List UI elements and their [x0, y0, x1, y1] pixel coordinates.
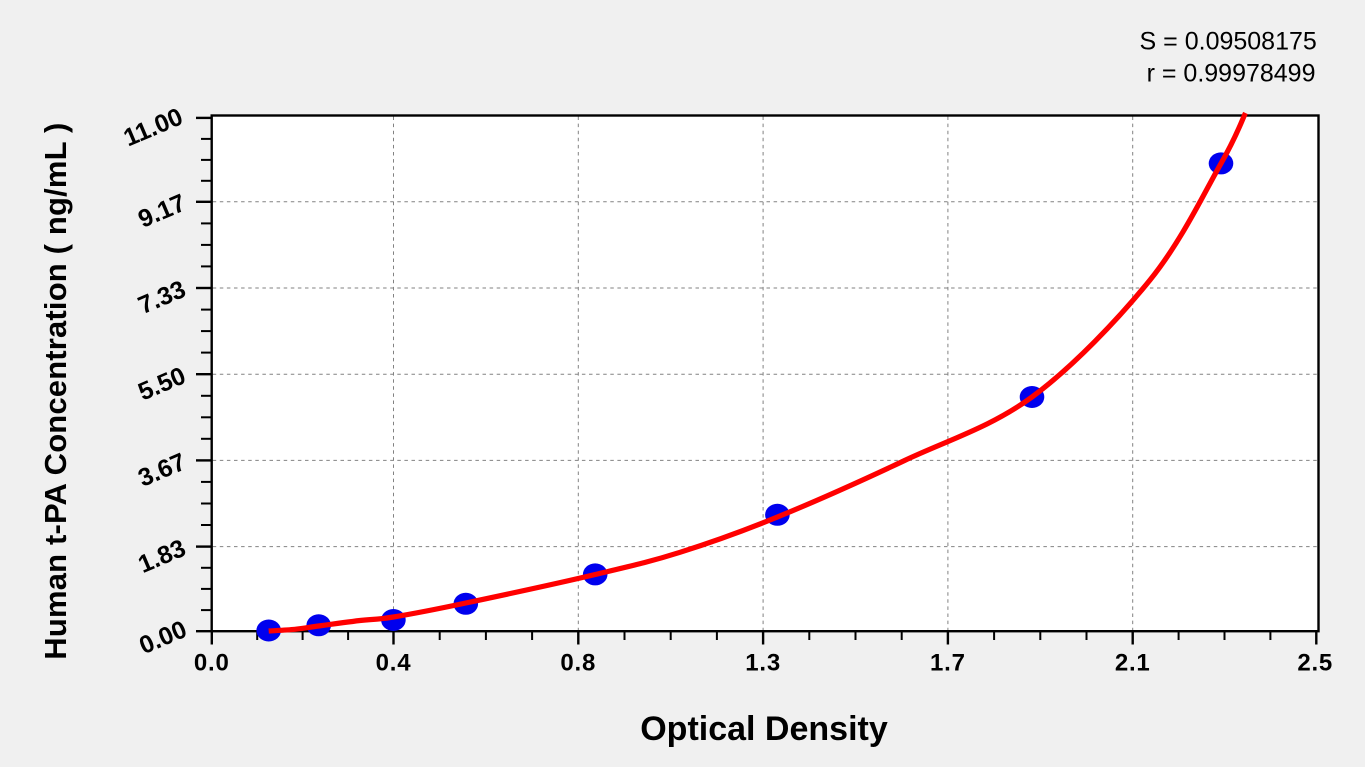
svg-text:2.5: 2.5	[1297, 650, 1333, 677]
svg-text:0.8: 0.8	[560, 650, 596, 677]
svg-text:Human t-PA Concentration ( ng/: Human t-PA Concentration ( ng/mL )	[38, 123, 73, 660]
svg-text:0.0: 0.0	[194, 650, 230, 677]
svg-text:1.7: 1.7	[930, 650, 966, 677]
svg-text:r = 0.99978499: r = 0.99978499	[1147, 60, 1316, 88]
svg-text:S = 0.09508175: S = 0.09508175	[1140, 28, 1317, 56]
svg-text:Optical Density: Optical Density	[640, 710, 888, 748]
svg-text:2.1: 2.1	[1115, 650, 1151, 677]
svg-text:1.3: 1.3	[745, 650, 781, 677]
svg-text:0.4: 0.4	[376, 650, 412, 677]
